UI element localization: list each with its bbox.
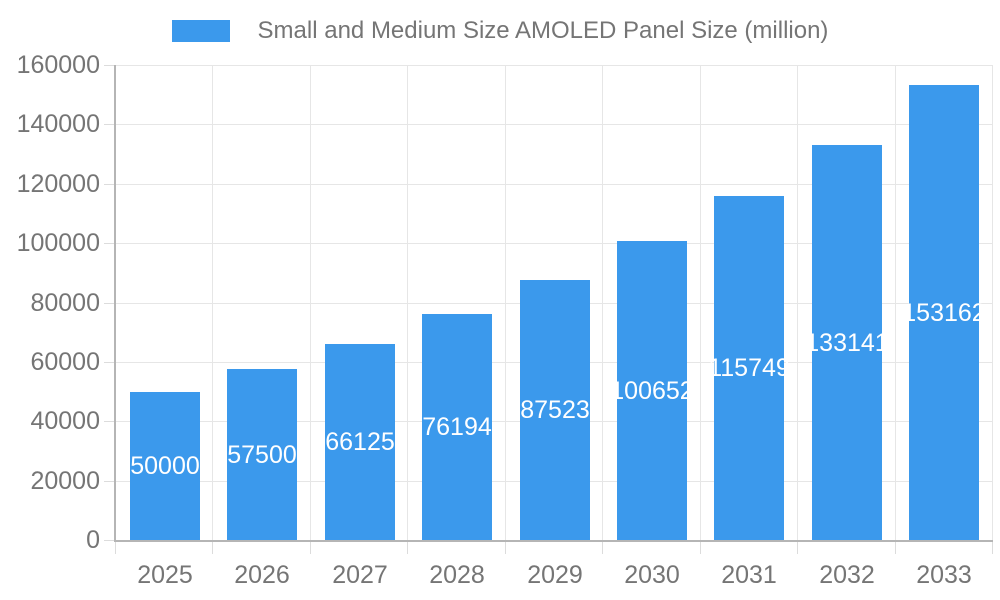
x-axis-tick: [505, 542, 506, 554]
bar[interactable]: 153162: [902, 85, 986, 540]
y-axis-tick: [104, 540, 114, 541]
x-gridline: [895, 65, 896, 540]
x-axis-label: 2029: [527, 561, 583, 589]
y-gridline: [116, 184, 993, 185]
legend-label: Small and Medium Size AMOLED Panel Size …: [257, 17, 829, 44]
x-axis-label: 2031: [721, 561, 777, 589]
bar-value-label: 66125: [325, 428, 395, 456]
y-axis-tick: [104, 481, 114, 482]
bar-value-label: 50000: [130, 452, 200, 480]
y-axis-label: 140000: [16, 110, 100, 138]
bar[interactable]: 87523: [520, 280, 590, 540]
y-axis-tick: [104, 243, 114, 244]
x-axis-tick: [212, 542, 213, 554]
bar-value-label: 57500: [227, 440, 297, 469]
y-axis-label: 120000: [16, 170, 100, 198]
y-axis-label: 80000: [30, 289, 100, 317]
y-axis-tick: [104, 303, 114, 304]
plot-area: 50000 57500 66125 76194 87523 100652 115749 133…: [114, 65, 993, 542]
y-axis-label: 40000: [30, 407, 100, 435]
bar-value-label: 115749: [708, 354, 790, 382]
y-axis-tick: [104, 124, 114, 125]
x-axis-label: 2025: [137, 561, 193, 589]
y-axis-tick: [104, 184, 114, 185]
x-gridline: [700, 65, 701, 540]
x-gridline: [310, 65, 311, 540]
x-gridline: [407, 65, 408, 540]
y-axis-label: 20000: [30, 467, 100, 495]
bar-value-label: 153162: [902, 298, 986, 327]
x-axis-tick: [602, 542, 603, 554]
bar-value-label: 100652: [610, 376, 694, 405]
bar-value-label: 87523: [520, 396, 590, 424]
y-gridline: [116, 243, 993, 244]
y-gridline: [116, 124, 993, 125]
x-axis-tick: [992, 542, 993, 554]
y-axis-tick: [104, 65, 114, 66]
x-axis-tick: [895, 542, 896, 554]
bar[interactable]: 100652: [610, 241, 694, 540]
x-axis-label: 2027: [332, 561, 388, 589]
legend-swatch: [171, 20, 230, 42]
bar-value-label: 76194: [422, 413, 492, 441]
bar[interactable]: 76194: [422, 314, 492, 540]
y-axis-label: 60000: [30, 348, 100, 376]
y-axis-tick: [104, 421, 114, 422]
x-gridline: [797, 65, 798, 540]
bar[interactable]: 133141: [805, 145, 889, 540]
y-gridline: [116, 65, 993, 66]
bar[interactable]: 115749: [708, 196, 790, 540]
bar[interactable]: 57500: [227, 369, 297, 540]
x-gridline: [505, 65, 506, 540]
x-axis-label: 2026: [234, 561, 290, 589]
x-axis-label: 2030: [624, 561, 680, 589]
x-gridline: [212, 65, 213, 540]
y-axis-label: 160000: [16, 51, 100, 79]
x-axis-tick: [310, 542, 311, 554]
x-gridline: [992, 65, 993, 540]
chart-legend[interactable]: Small and Medium Size AMOLED Panel Size …: [0, 18, 1000, 44]
bar-value-label: 133141: [805, 328, 889, 357]
x-axis-tick: [700, 542, 701, 554]
y-axis-label: 0: [86, 526, 100, 554]
bar[interactable]: 66125: [325, 344, 395, 540]
x-gridline: [602, 65, 603, 540]
bar[interactable]: 50000: [130, 392, 200, 540]
x-axis-label: 2028: [429, 561, 485, 589]
y-axis-label: 100000: [16, 229, 100, 257]
x-axis-tick: [407, 542, 408, 554]
x-axis-tick: [797, 542, 798, 554]
y-axis-tick: [104, 362, 114, 363]
x-axis-label: 2032: [819, 561, 875, 589]
x-axis-label: 2033: [916, 561, 972, 589]
x-axis-tick: [115, 542, 116, 554]
